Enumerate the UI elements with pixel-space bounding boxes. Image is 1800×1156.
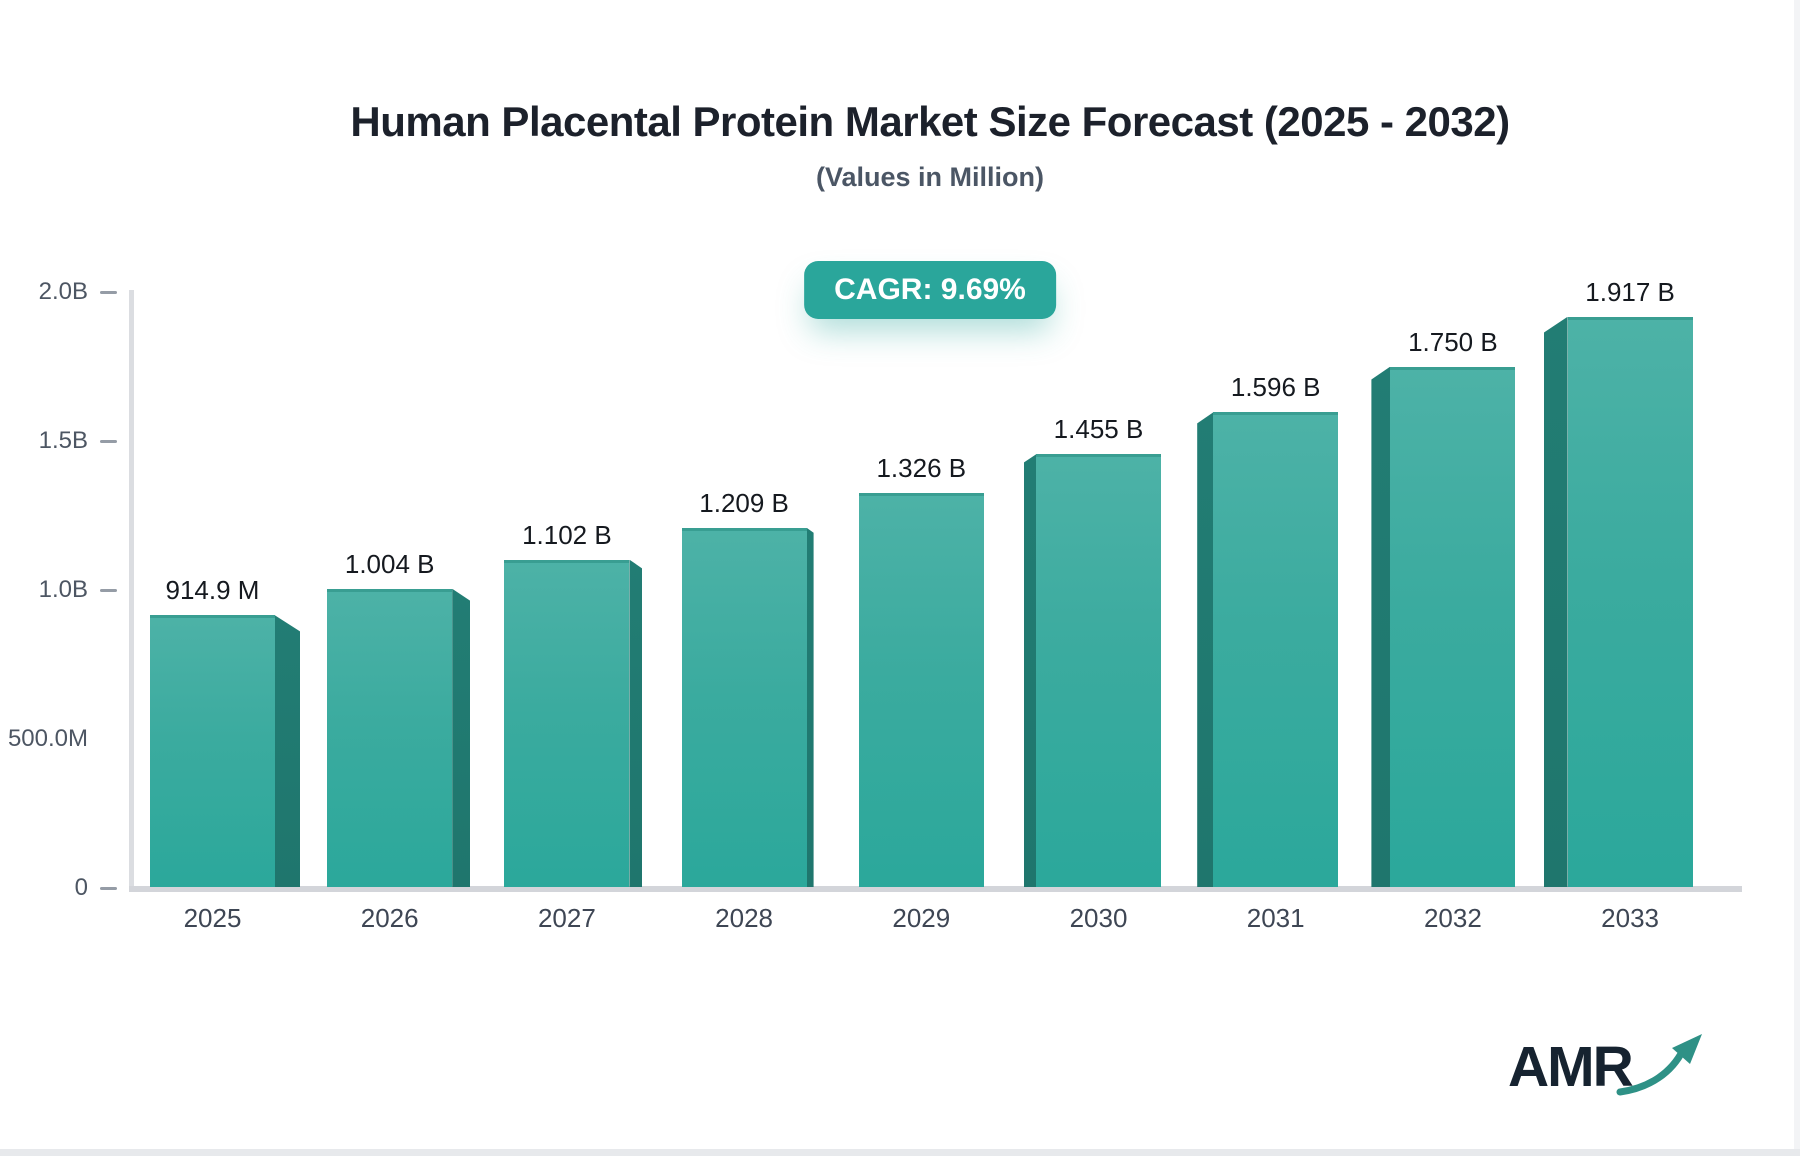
- x-axis-line: [129, 886, 1742, 892]
- bar-face: [327, 588, 453, 887]
- bar-face: [1567, 316, 1693, 887]
- bar-value-label: 1.209 B: [699, 487, 789, 518]
- chart-title: Human Placental Protein Market Size Fore…: [350, 98, 1510, 145]
- y-axis-label: 1.5B: [38, 427, 88, 454]
- bar-value-label: 1.596 B: [1230, 372, 1321, 403]
- x-axis-label: 2025: [183, 903, 242, 933]
- bar-face: [1390, 366, 1516, 887]
- x-axis-label: 2030: [1069, 903, 1128, 933]
- x-axis-label: 2026: [360, 903, 419, 933]
- bar-face: [150, 615, 275, 887]
- bar-value-label: 1.102 B: [522, 519, 612, 550]
- bar-side-panel: [1197, 412, 1214, 887]
- bar-face: [858, 492, 984, 887]
- x-axis-label: 2033: [1601, 903, 1660, 933]
- page-edge-right: [1794, 0, 1800, 1156]
- y-axis-label: 500.0M: [7, 725, 88, 752]
- bar-side-panel: [1024, 454, 1036, 887]
- bar-face: [1213, 412, 1339, 887]
- bar-side-panel: [275, 615, 300, 887]
- y-axis-label: 2.0B: [38, 278, 88, 305]
- bar-value-label: 1.750 B: [1408, 326, 1498, 357]
- bar-side-panel: [629, 559, 643, 887]
- y-axis-tick-dash: [100, 290, 117, 294]
- x-axis-label: 2029: [892, 903, 951, 933]
- bar-face: [1036, 454, 1161, 887]
- bar-side-panel: [806, 527, 814, 887]
- bar-face: [504, 559, 630, 887]
- x-axis-label: 2028: [715, 903, 774, 933]
- x-axis-label: 2031: [1246, 903, 1305, 933]
- bar-value-label: 914.9 M: [165, 575, 260, 606]
- brand-arrow-icon: [1616, 1034, 1702, 1096]
- bar-value-label: 1.326 B: [876, 452, 967, 483]
- y-axis-line: [129, 290, 134, 888]
- y-axis-tick-dash: [100, 588, 117, 592]
- brand-logo-text: AMR: [1508, 1035, 1634, 1099]
- page-edge-bottom: [0, 1149, 1800, 1156]
- x-axis-label: 2027: [537, 903, 596, 933]
- bar-side-panel: [1371, 366, 1391, 887]
- bar-value-label: 1.455 B: [1053, 414, 1144, 445]
- y-axis-label: 0: [74, 874, 88, 901]
- bar-side-panel: [452, 588, 471, 887]
- y-axis-tick-dash: [100, 439, 117, 443]
- x-axis-label: 2032: [1423, 903, 1482, 933]
- y-axis-tick-dash: [100, 886, 117, 890]
- bar-face: [681, 527, 807, 887]
- bar-side-panel: [1543, 316, 1568, 887]
- brand-logo: AMR: [1508, 1028, 1708, 1118]
- bar-value-label: 1.917 B: [1585, 276, 1675, 307]
- chart-subtitle: (Values in Million): [815, 162, 1045, 192]
- y-axis-label: 1.0B: [38, 576, 88, 603]
- cagr-badge: CAGR: 9.69%: [804, 261, 1056, 319]
- bar-value-label: 1.004 B: [344, 548, 435, 579]
